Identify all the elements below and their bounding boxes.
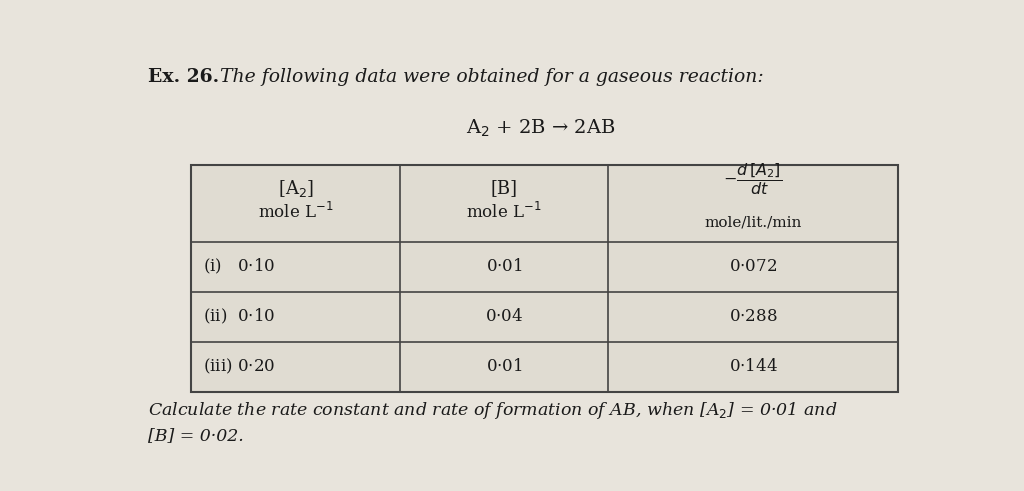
Text: (ii)  0$\cdot$10: (ii) 0$\cdot$10 bbox=[204, 307, 275, 327]
Text: mole/lit./min: mole/lit./min bbox=[705, 215, 802, 229]
Text: Calculate the rate constant and rate of formation of AB, when [A$_2$] = 0·01 and: Calculate the rate constant and rate of … bbox=[147, 400, 838, 421]
Text: (iii) 0$\cdot$20: (iii) 0$\cdot$20 bbox=[204, 357, 275, 376]
Text: The following data were obtained for a gaseous reaction:: The following data were obtained for a g… bbox=[214, 68, 764, 86]
Text: 0$\cdot$072: 0$\cdot$072 bbox=[729, 258, 777, 275]
Text: mole L$^{-1}$: mole L$^{-1}$ bbox=[466, 202, 542, 222]
Text: Ex. 26.: Ex. 26. bbox=[147, 68, 219, 86]
Text: A$_2$ + 2B → 2AB: A$_2$ + 2B → 2AB bbox=[466, 117, 615, 139]
Text: $-\dfrac{d\,[A_2]}{dt}$: $-\dfrac{d\,[A_2]}{dt}$ bbox=[723, 161, 782, 197]
Text: mole L$^{-1}$: mole L$^{-1}$ bbox=[258, 202, 334, 222]
Text: [B] = 0·02.: [B] = 0·02. bbox=[147, 428, 244, 444]
Text: 0$\cdot$01: 0$\cdot$01 bbox=[485, 358, 522, 375]
Text: [B]: [B] bbox=[490, 179, 517, 197]
Text: (i)   0$\cdot$10: (i) 0$\cdot$10 bbox=[204, 257, 275, 276]
Text: 0$\cdot$288: 0$\cdot$288 bbox=[729, 308, 777, 325]
Text: 0$\cdot$144: 0$\cdot$144 bbox=[729, 358, 777, 375]
Text: [A$_2$]: [A$_2$] bbox=[278, 178, 313, 199]
Text: 0$\cdot$01: 0$\cdot$01 bbox=[485, 258, 522, 275]
Text: 0$\cdot$04: 0$\cdot$04 bbox=[485, 308, 523, 325]
